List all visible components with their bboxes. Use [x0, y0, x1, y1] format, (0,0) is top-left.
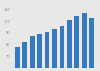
- Bar: [67, 20, 72, 71]
- Bar: [45, 32, 50, 71]
- Bar: [37, 34, 42, 71]
- Bar: [89, 18, 94, 71]
- Bar: [82, 13, 87, 71]
- Bar: [30, 36, 35, 71]
- Bar: [60, 26, 64, 71]
- Bar: [74, 16, 79, 71]
- Bar: [22, 42, 27, 71]
- Bar: [52, 29, 57, 71]
- Bar: [15, 47, 20, 71]
